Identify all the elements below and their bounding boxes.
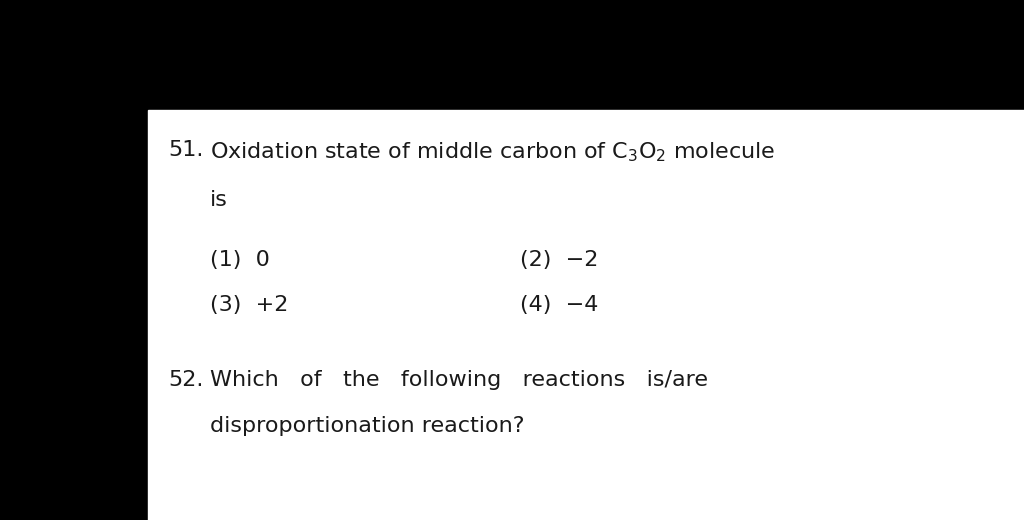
- Text: Oxidation state of middle carbon of $\mathrm{C_3O_2}$ molecule: Oxidation state of middle carbon of $\ma…: [210, 140, 775, 164]
- Text: (2)  −2: (2) −2: [520, 250, 598, 270]
- Text: Which   of   the   following   reactions   is/are: Which of the following reactions is/are: [210, 370, 708, 390]
- Bar: [148, 110, 1024, 520]
- Text: disproportionation reaction?: disproportionation reaction?: [210, 416, 524, 436]
- Text: (3)  +2: (3) +2: [210, 295, 289, 315]
- Text: (4)  −4: (4) −4: [520, 295, 598, 315]
- Text: is: is: [210, 190, 228, 210]
- Text: 51.: 51.: [168, 140, 204, 160]
- Text: 52.: 52.: [168, 370, 204, 390]
- Text: (1)  0: (1) 0: [210, 250, 270, 270]
